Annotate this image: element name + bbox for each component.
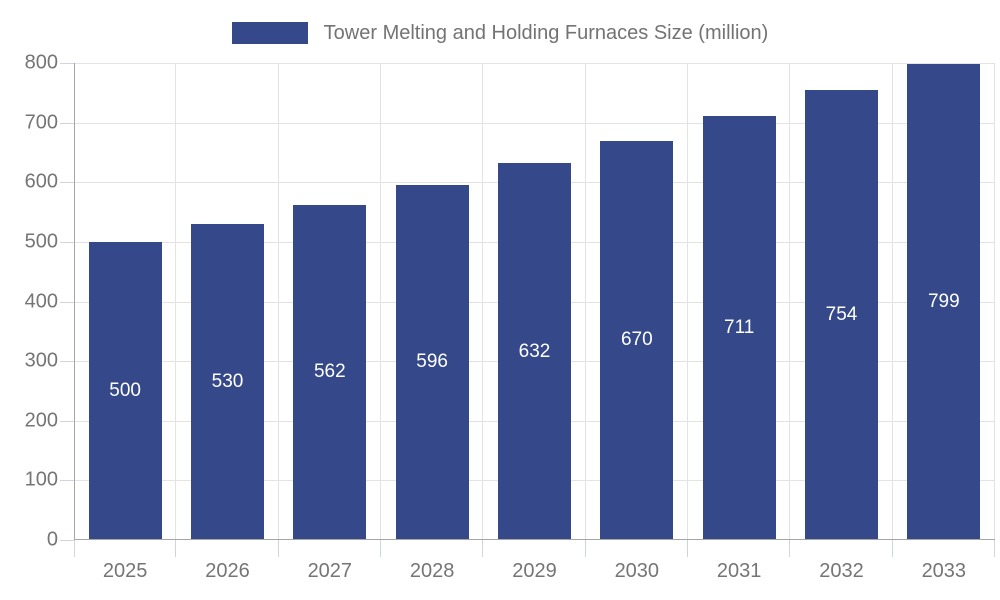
bar-value-label: 670 xyxy=(620,329,653,351)
bar-value-label: 799 xyxy=(927,290,960,312)
y-axis-tick-label: 300 xyxy=(24,349,58,372)
gridline-vertical xyxy=(277,63,279,540)
x-axis-tick-label: 2026 xyxy=(205,560,250,582)
x-axis-tick xyxy=(687,540,688,557)
gridline-horizontal xyxy=(74,122,995,124)
gridline-horizontal xyxy=(74,63,995,64)
x-axis-tick xyxy=(789,540,791,557)
y-axis-line xyxy=(74,63,75,540)
bar-value-label: 754 xyxy=(825,304,858,326)
x-axis-tick-label: 2027 xyxy=(307,560,353,582)
y-axis-tick-label: 500 xyxy=(24,230,58,253)
gridline-vertical xyxy=(687,63,688,540)
bar-2030[interactable]: 670 xyxy=(600,140,674,540)
x-axis-tick-label: 2025 xyxy=(102,560,148,582)
x-axis-tick-label: 2028 xyxy=(409,560,455,582)
x-axis-line xyxy=(74,539,995,540)
y-axis-tick xyxy=(60,241,74,243)
gridline-vertical xyxy=(175,63,177,540)
x-axis-tick xyxy=(277,540,279,557)
gridline-vertical xyxy=(789,63,791,540)
y-axis-tick-label: 100 xyxy=(24,468,58,491)
y-axis-tick-label: 200 xyxy=(24,409,58,432)
y-axis-tick xyxy=(60,361,74,363)
x-axis-tick xyxy=(994,540,995,557)
x-axis-tick-label: 2031 xyxy=(716,560,762,582)
gridline-vertical xyxy=(891,63,893,540)
y-axis-tick-label: 0 xyxy=(46,528,58,551)
legend-swatch xyxy=(231,22,308,44)
legend-label: Tower Melting and Holding Furnaces Size … xyxy=(323,21,769,44)
y-axis-tick-label: 400 xyxy=(24,290,58,312)
y-axis-tick-label: 700 xyxy=(24,111,58,134)
bar-value-label: 500 xyxy=(109,379,141,401)
bar-value-label: 632 xyxy=(518,340,551,362)
y-axis-tick xyxy=(60,480,74,482)
x-axis-tick xyxy=(380,540,381,557)
y-axis-tick xyxy=(60,122,74,124)
bar-value-label: 596 xyxy=(416,351,448,373)
bar-value-label: 562 xyxy=(313,361,346,383)
legend[interactable]: Tower Melting and Holding Furnaces Size … xyxy=(0,15,1000,51)
bar-2033[interactable]: 799 xyxy=(907,63,981,540)
x-axis-tick xyxy=(891,540,893,557)
bar-2028[interactable]: 596 xyxy=(395,184,469,540)
gridline-vertical xyxy=(584,63,586,540)
gridline-vertical xyxy=(380,63,381,540)
bar-2026[interactable]: 530 xyxy=(191,224,264,540)
bar-2032[interactable]: 754 xyxy=(805,90,878,540)
x-axis-tick xyxy=(584,540,586,557)
x-axis-tick-label: 2032 xyxy=(819,560,864,582)
y-axis-tick-label: 600 xyxy=(24,170,58,193)
y-axis-tick xyxy=(60,420,74,422)
x-axis-tick xyxy=(175,540,177,557)
bar-2025[interactable]: 500 xyxy=(88,241,162,540)
gridline-vertical xyxy=(994,63,995,540)
x-axis-tick-label: 2033 xyxy=(921,560,967,582)
y-axis-tick xyxy=(60,182,74,184)
y-axis-tick xyxy=(60,301,74,303)
gridline-vertical xyxy=(482,63,484,540)
y-axis-tick-label: 800 xyxy=(24,51,58,74)
x-axis-tick-label: 2030 xyxy=(614,560,660,582)
bar-value-label: 711 xyxy=(724,317,755,339)
plot-area: 0 100 200 300 400 500 600 700 800 500 2025 530 2026 5… xyxy=(25,52,995,582)
bar-2029[interactable]: 632 xyxy=(498,163,571,540)
bar-2031[interactable]: 711 xyxy=(702,116,776,540)
bar-value-label: 530 xyxy=(211,371,244,392)
y-axis-tick xyxy=(60,63,74,64)
bar-2027[interactable]: 562 xyxy=(293,204,367,540)
x-axis-tick-label: 2029 xyxy=(512,560,557,582)
y-axis-tick xyxy=(60,540,74,541)
x-axis-tick xyxy=(482,540,484,557)
x-axis-tick xyxy=(74,540,75,557)
